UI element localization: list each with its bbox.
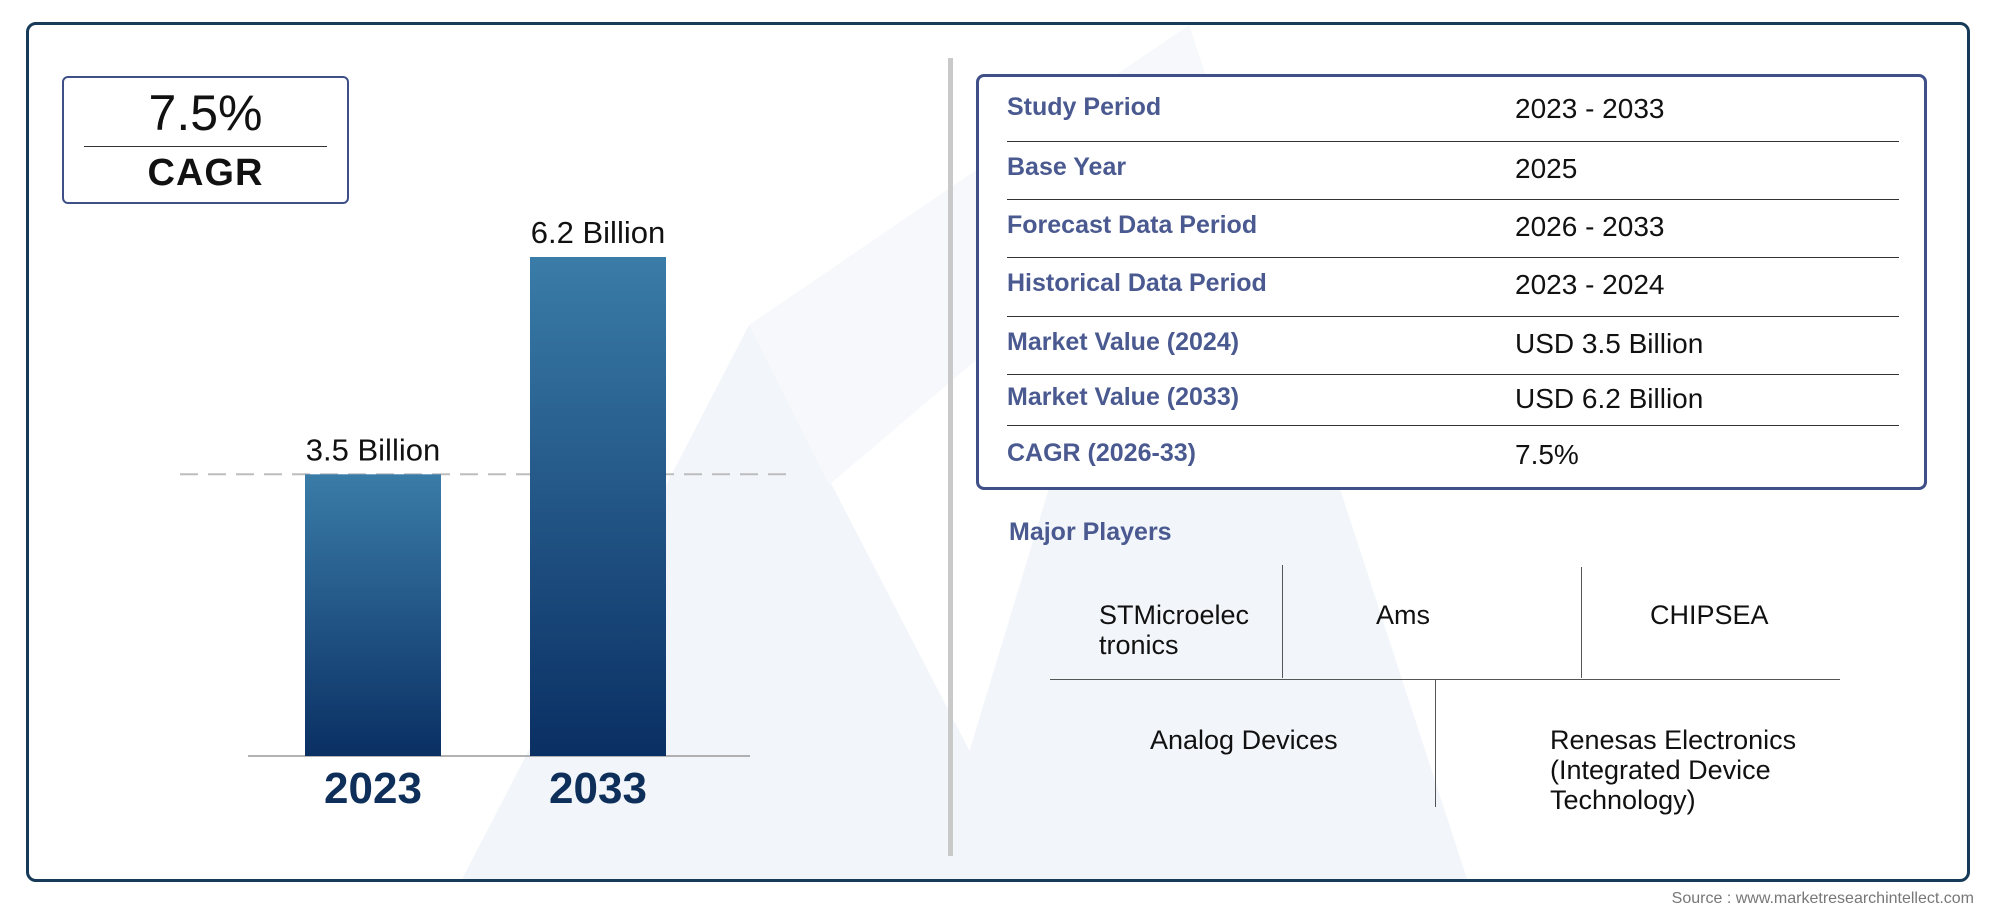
row-separator — [1007, 316, 1899, 317]
section-divider — [948, 58, 953, 856]
players-divider — [1282, 565, 1283, 678]
player-name-line: Ams — [1376, 600, 1430, 630]
player-stmicroelectronics: STMicroelec tronics — [1099, 600, 1249, 660]
players-divider — [1435, 680, 1436, 807]
summary-label: CAGR (2026-33) — [1007, 439, 1196, 467]
summary-label: Market Value (2024) — [1007, 328, 1240, 356]
player-name-line: STMicroelec — [1099, 600, 1250, 630]
summary-value: USD 6.2 Billion — [1515, 383, 1704, 414]
cagr-badge: 7.5% CAGR — [62, 76, 349, 204]
summary-label: Market Value (2033) — [1007, 383, 1240, 411]
player-name-line: tronics — [1099, 630, 1179, 660]
bar-2033 — [530, 257, 666, 756]
data-label-2033: 6.2 Billion — [531, 215, 665, 250]
source-credit: Source : www.marketresearchintellect.com — [1671, 890, 1974, 907]
player-name-line: (Integrated Device — [1550, 755, 1771, 785]
player-ams: Ams — [1376, 600, 1430, 630]
player-renesas: Renesas Electronics (Integrated Device T… — [1550, 725, 1796, 815]
summary-label: Base Year — [1007, 153, 1127, 181]
summary-label: Forecast Data Period — [1007, 211, 1258, 239]
summary-value: 2025 — [1515, 153, 1578, 184]
player-analog-devices: Analog Devices — [1150, 725, 1338, 755]
major-players-title: Major Players — [1009, 518, 1172, 546]
players-divider — [1050, 679, 1840, 680]
summary-label: Historical Data Period — [1007, 269, 1267, 297]
row-separator — [1007, 199, 1899, 200]
player-name-line: CHIPSEA — [1650, 600, 1769, 630]
row-separator — [1007, 425, 1899, 426]
player-name-line: Renesas Electronics — [1550, 725, 1797, 755]
summary-value: 7.5% — [1515, 439, 1579, 470]
players-divider — [1581, 567, 1582, 678]
row-separator — [1007, 374, 1899, 375]
row-separator — [1007, 257, 1899, 258]
category-label-2033: 2033 — [549, 764, 647, 813]
cagr-value: 7.5% — [148, 85, 263, 141]
market-summary-table: Study Period 2023 - 2033 Base Year 2025 … — [976, 74, 1927, 490]
player-name-line: Technology) — [1550, 785, 1696, 815]
player-chipsea: CHIPSEA — [1650, 600, 1769, 630]
player-name-line: Analog Devices — [1150, 725, 1338, 755]
summary-value: USD 3.5 Billion — [1515, 328, 1704, 359]
bar-2023 — [305, 474, 441, 756]
data-label-2023: 3.5 Billion — [306, 432, 440, 467]
summary-value: 2023 - 2024 — [1515, 269, 1665, 300]
cagr-divider — [84, 146, 327, 147]
cagr-label: CAGR — [147, 152, 264, 194]
summary-value: 2023 - 2033 — [1515, 93, 1665, 124]
category-label-2023: 2023 — [324, 764, 422, 813]
market-bar-chart: 3.5 Billion 2023 6.2 Billion 2033 — [180, 215, 790, 813]
summary-label: Study Period — [1007, 93, 1162, 121]
summary-value: 2026 - 2033 — [1515, 211, 1665, 242]
row-separator — [1007, 141, 1899, 142]
